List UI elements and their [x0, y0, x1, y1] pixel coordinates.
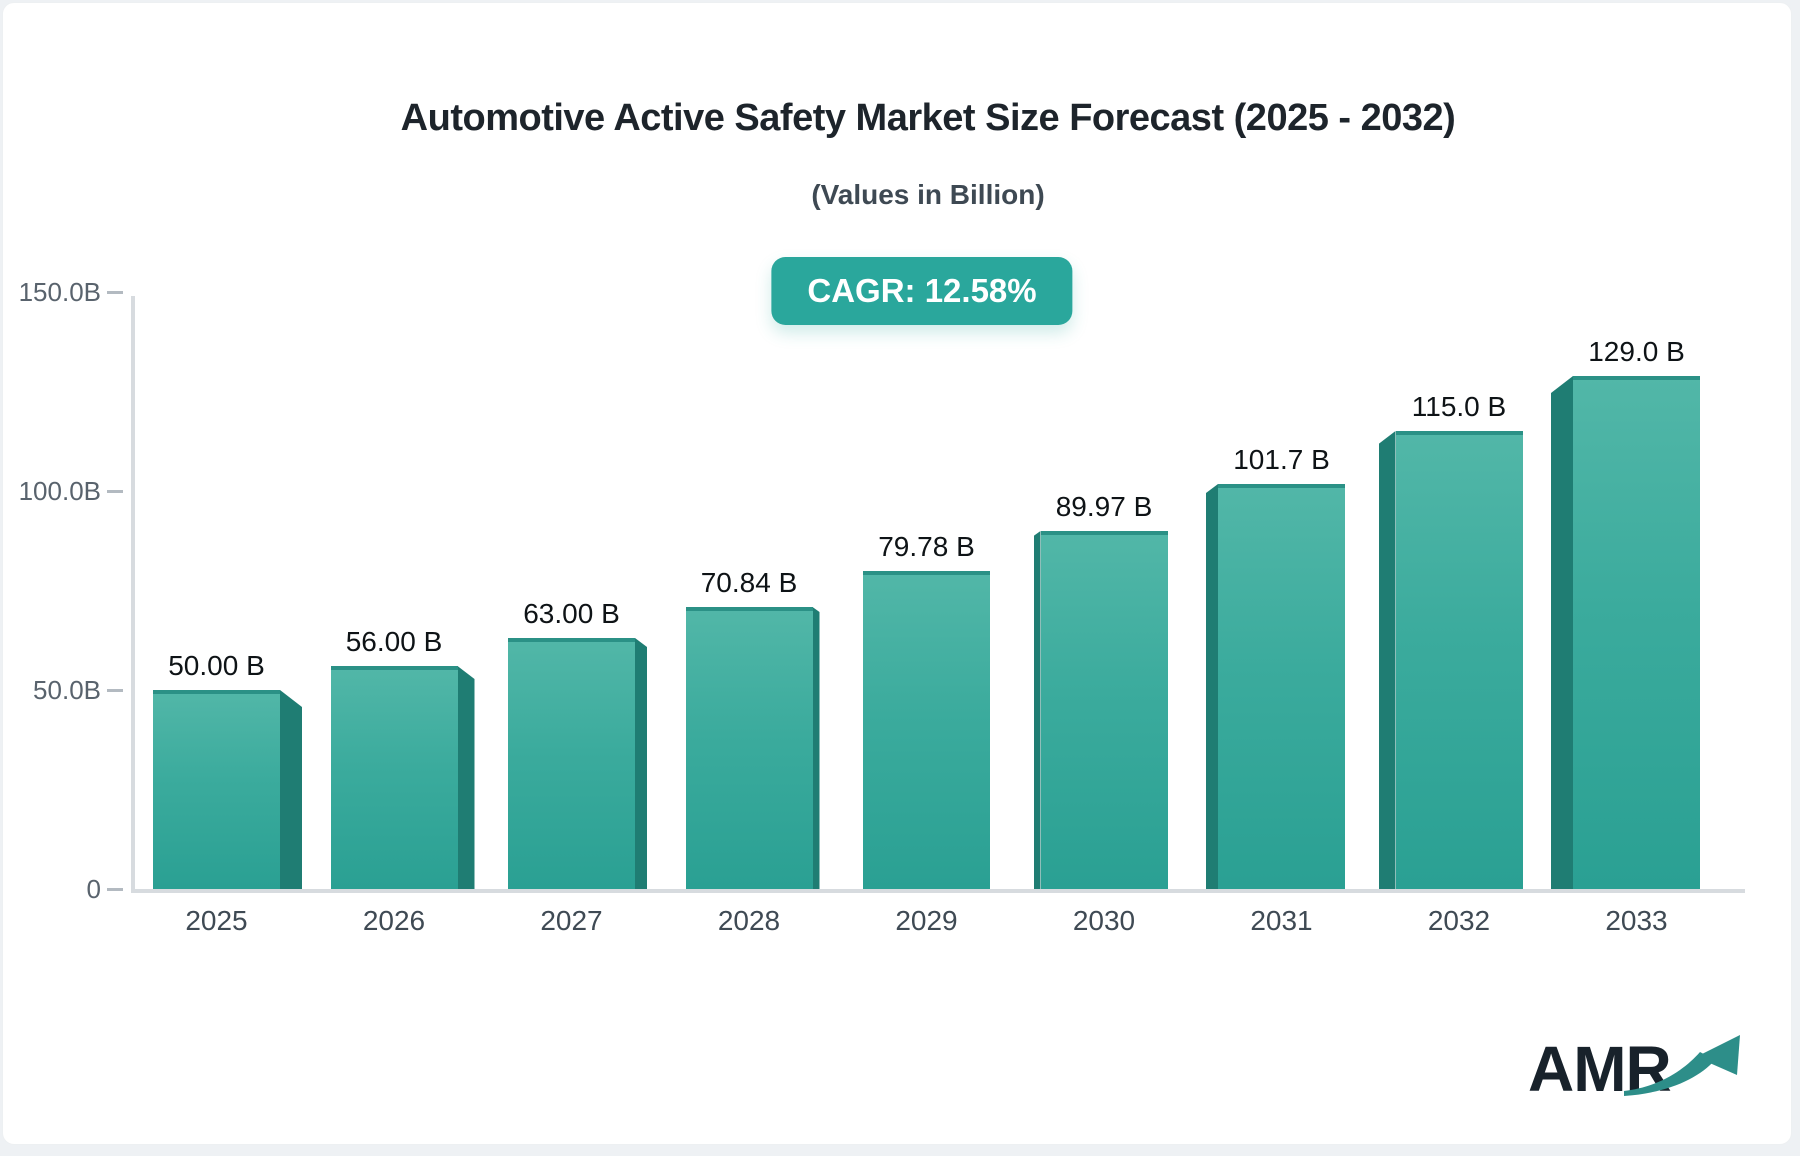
bar-2033[interactable]: 129.0 B	[1551, 336, 1700, 889]
bar-value-label: 129.0 B	[1588, 336, 1685, 367]
bar-top-edge	[1573, 376, 1700, 380]
bar-top-edge	[1218, 484, 1345, 488]
bar-top-edge	[330, 666, 458, 670]
bar-top-edge	[1395, 431, 1523, 435]
bar-face	[153, 690, 280, 889]
bar-value-label: 115.0 B	[1411, 391, 1507, 422]
y-axis-tick-mark	[107, 291, 123, 294]
bar-value-label: 101.7 B	[1233, 444, 1330, 475]
y-axis-tick-mark	[107, 888, 123, 891]
y-axis-tick-label: 150.0B	[18, 277, 101, 307]
y-axis-tick-label: 100.0B	[18, 476, 101, 506]
bar-value-label: 50.00 B	[168, 650, 265, 681]
bar-value-label: 63.00 B	[523, 598, 620, 629]
bar-side-panel	[457, 666, 475, 889]
x-axis-category-label: 2033	[1605, 905, 1668, 936]
bar-2027[interactable]: 63.00 B	[508, 598, 647, 889]
bar-face	[685, 607, 813, 889]
bar-2025[interactable]: 50.00 B	[153, 650, 302, 889]
bar-top-edge	[1040, 531, 1168, 535]
x-axis-category-label: 2030	[1072, 905, 1136, 936]
chart-subtitle: (Values in Billion)	[811, 179, 1045, 210]
x-axis-category-label: 2029	[895, 905, 958, 936]
bar-value-label: 56.00 B	[345, 626, 443, 657]
y-axis-tick-label: 50.0B	[33, 675, 101, 705]
bar-value-label: 79.78 B	[878, 531, 975, 562]
bar-top-edge	[685, 607, 813, 611]
bar-top-edge	[508, 638, 635, 642]
x-axis-category-label: 2025	[185, 905, 248, 936]
bar-side-panel	[812, 607, 820, 889]
bar-2029[interactable]: 79.78 B	[863, 531, 990, 889]
y-axis-tick-mark	[107, 689, 123, 692]
bar-face	[330, 666, 458, 889]
x-axis-category-label: 2026	[362, 905, 426, 936]
bar-face	[863, 571, 990, 889]
bar-face	[1573, 376, 1700, 889]
growth-arrow-icon	[1624, 1035, 1740, 1096]
y-axis-tick-mark	[107, 490, 123, 493]
bar-side-panel	[280, 690, 302, 889]
x-axis-line	[131, 889, 1745, 893]
bar-top-edge	[863, 571, 990, 575]
y-axis-line	[131, 296, 135, 893]
bar-2030[interactable]: 89.97 B	[1033, 491, 1168, 889]
bar-2032[interactable]: 115.0 B	[1378, 391, 1523, 889]
bar-top-edge	[153, 690, 280, 694]
y-axis-tick-label: 0	[86, 874, 101, 904]
x-axis-category-label: 2028	[717, 905, 781, 936]
x-axis-category-label: 2031	[1250, 905, 1313, 936]
bar-side-panel	[635, 638, 647, 889]
bar-face	[1218, 484, 1345, 889]
bar-value-label: 89.97 B	[1055, 491, 1153, 522]
bar-face	[1040, 531, 1168, 889]
bar-2031[interactable]: 101.7 B	[1206, 444, 1345, 889]
cagr-badge: CAGR: 12.58%	[771, 257, 1073, 325]
x-axis-category-label: 2027	[540, 905, 603, 936]
x-axis-category-label: 2032	[1427, 905, 1491, 936]
bar-face	[508, 638, 635, 889]
bar-2026[interactable]: 56.00 B	[330, 626, 475, 889]
bar-side-panel	[1378, 431, 1396, 889]
bar-value-label: 70.84 B	[700, 567, 798, 598]
amr-logo: AMR	[1528, 1035, 1740, 1117]
bar-side-panel	[1206, 484, 1218, 889]
chart-title: Automotive Active Safety Market Size For…	[400, 97, 1456, 139]
bar-side-panel	[1551, 376, 1573, 889]
bar-side-panel	[1033, 531, 1041, 889]
bar-2028[interactable]: 70.84 B	[685, 567, 820, 889]
bar-face	[1395, 431, 1523, 889]
